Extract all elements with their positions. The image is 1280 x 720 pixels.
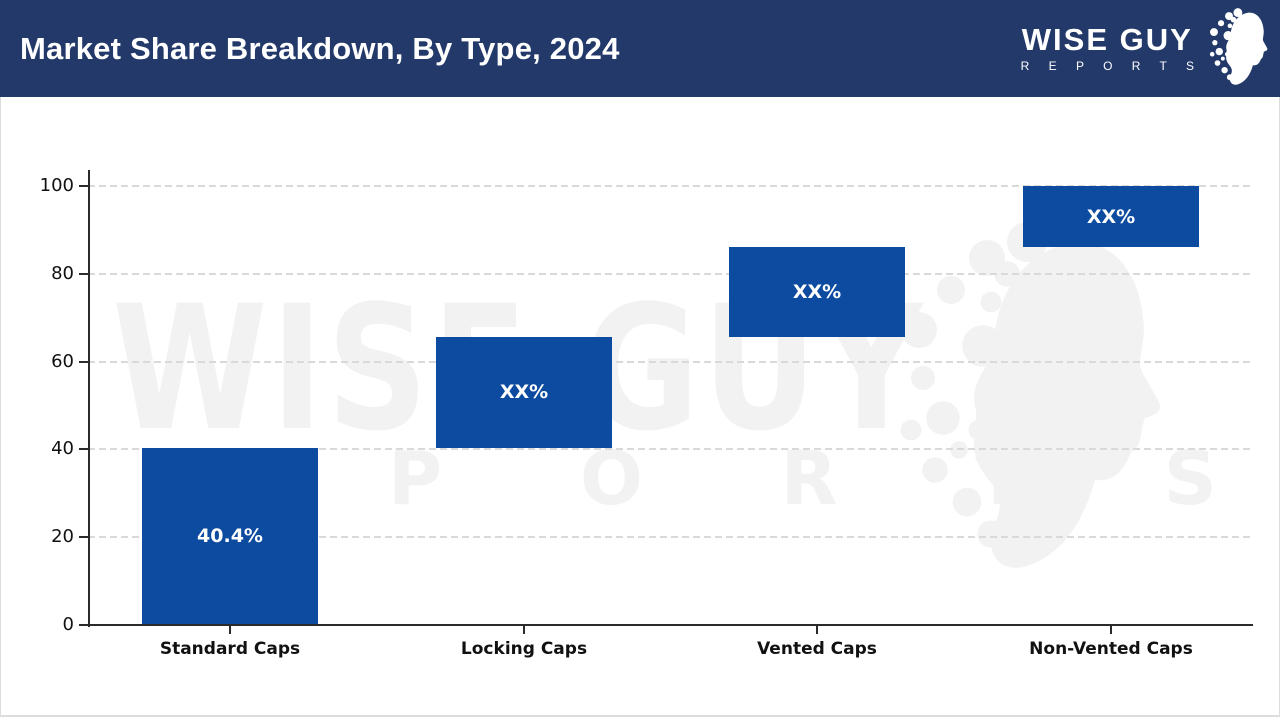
- brand-logo: WISE GUY R E P O R T S: [1013, 6, 1268, 90]
- bar-value-label: XX%: [792, 281, 842, 304]
- bar-value-label: XX%: [499, 381, 549, 404]
- y-tick-100: [79, 185, 88, 187]
- gridline-y100: [88, 185, 1253, 187]
- x-tick: [816, 625, 818, 634]
- y-tick-60: [79, 360, 88, 363]
- y-tick-label-20: 20: [51, 526, 74, 548]
- x-axis-category-label: Vented Caps: [757, 639, 877, 659]
- bar-value-label: 40.4%: [197, 525, 263, 548]
- x-tick: [229, 625, 231, 634]
- y-tick-80: [79, 272, 88, 275]
- x-axis-line: [85, 624, 1253, 626]
- y-tick-40: [79, 448, 88, 451]
- gridline-y40: [88, 448, 1253, 451]
- header-bar: Market Share Breakdown, By Type, 2024 WI…: [0, 0, 1280, 97]
- y-tick-label-60: 60: [51, 350, 74, 372]
- y-axis-line: [88, 170, 90, 627]
- bar-segment: [142, 447, 318, 625]
- bar-segment: [1023, 186, 1199, 248]
- bar-value-label: XX%: [1086, 205, 1136, 228]
- y-tick-label-100: 100: [39, 175, 74, 196]
- y-tick-label-40: 40: [51, 438, 74, 460]
- brand-logo-name: WISE GUY: [1021, 22, 1193, 57]
- x-tick: [1110, 625, 1112, 634]
- bar-segment: [436, 336, 612, 448]
- gridline-y60: [88, 360, 1253, 363]
- y-tick-label-0: 0: [62, 614, 74, 635]
- brand-logo-subtitle: R E P O R T S: [1020, 59, 1202, 73]
- x-axis-category-label: Non-Vented Caps: [1029, 639, 1193, 659]
- bar-segment: [729, 247, 905, 337]
- x-axis-category-label: Standard Caps: [159, 639, 301, 659]
- gridline-y20: [88, 536, 1253, 539]
- x-tick: [523, 625, 525, 634]
- y-tick-label-80: 80: [51, 262, 74, 284]
- page-title: Market Share Breakdown, By Type, 2024: [20, 30, 620, 66]
- x-axis-category-label: Locking Caps: [460, 639, 588, 659]
- y-tick-0: [79, 624, 88, 626]
- brand-logo-face-icon: [1209, 8, 1268, 85]
- y-tick-20: [79, 536, 88, 539]
- gridline-y80: [88, 272, 1253, 275]
